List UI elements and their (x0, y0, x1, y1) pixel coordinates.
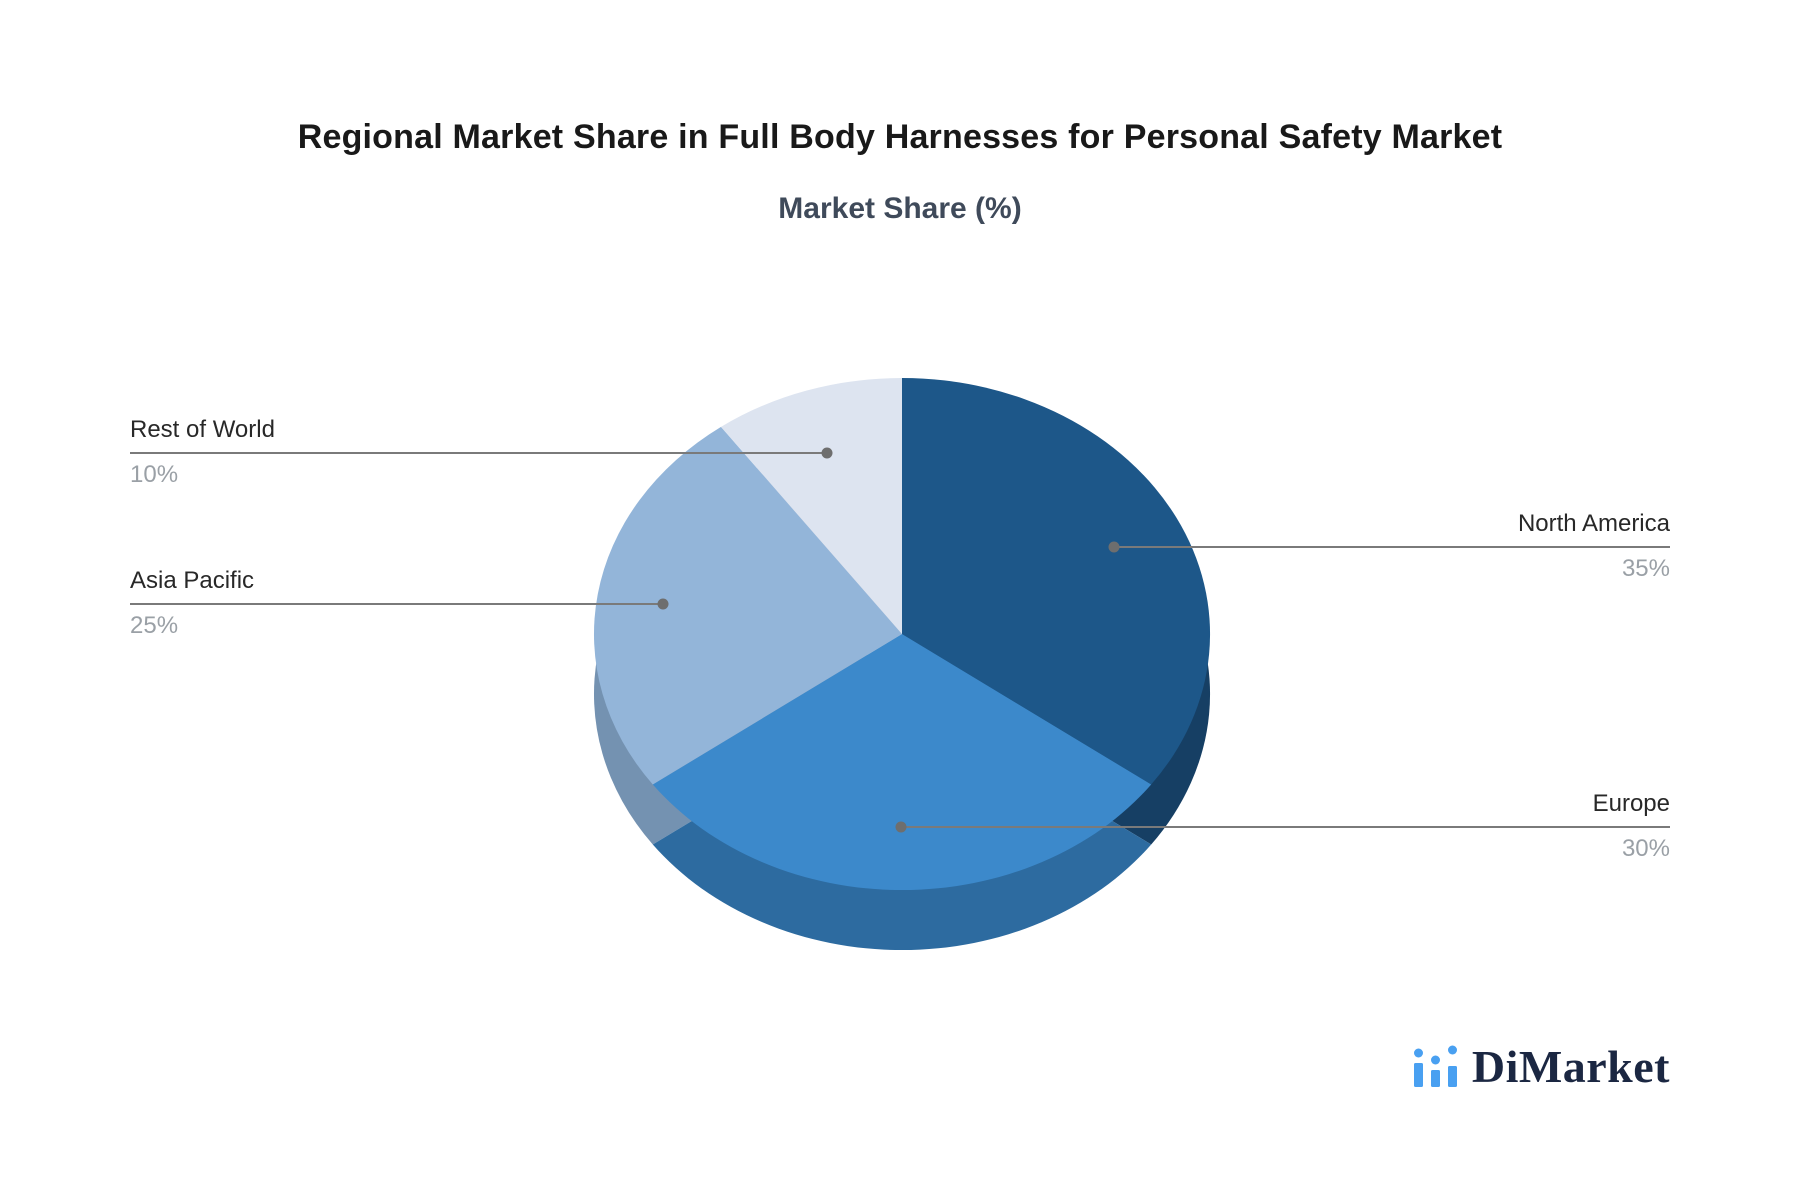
leader-dot-north-america (1108, 541, 1120, 553)
slice-value-north-america: 35% (1622, 555, 1670, 582)
leader-dot-rest-of-world (821, 447, 833, 459)
logo-dot-2 (1430, 1055, 1440, 1064)
logo-bar-1 (1413, 1062, 1423, 1087)
dimarket-logo-text: DiMarket (1471, 1041, 1670, 1092)
slice-value-asia-pacific: 25% (130, 612, 178, 639)
slice-value-rest-of-world: 10% (130, 461, 178, 488)
slice-label-rest-of-world: Rest of World (130, 416, 275, 443)
pie-slice-rest-of-world[interactable] (721, 378, 902, 634)
dimarket-logo: DiMarket (1412, 1040, 1670, 1093)
logo-dot-1 (1413, 1048, 1423, 1057)
leader-dot-asia-pacific (657, 598, 669, 610)
slice-label-north-america: North America (1518, 510, 1671, 537)
chart-subtitle: Market Share (%) (778, 192, 1022, 225)
pie-slice-asia-pacific[interactable] (593, 426, 902, 785)
chart-title: Regional Market Share in Full Body Harne… (297, 118, 1503, 156)
dimarket-logo-icon (1413, 1045, 1457, 1087)
pie-slice-north-america[interactable] (902, 378, 1211, 785)
leader-dot-europe (895, 821, 907, 833)
slice-label-europe: Europe (1593, 790, 1670, 817)
logo-dot-3 (1447, 1045, 1457, 1054)
logo-bar-2 (1430, 1069, 1440, 1087)
slice-value-europe: 30% (1622, 835, 1670, 862)
slice-label-asia-pacific: Asia Pacific (130, 567, 254, 594)
logo-bar-3 (1447, 1065, 1457, 1087)
